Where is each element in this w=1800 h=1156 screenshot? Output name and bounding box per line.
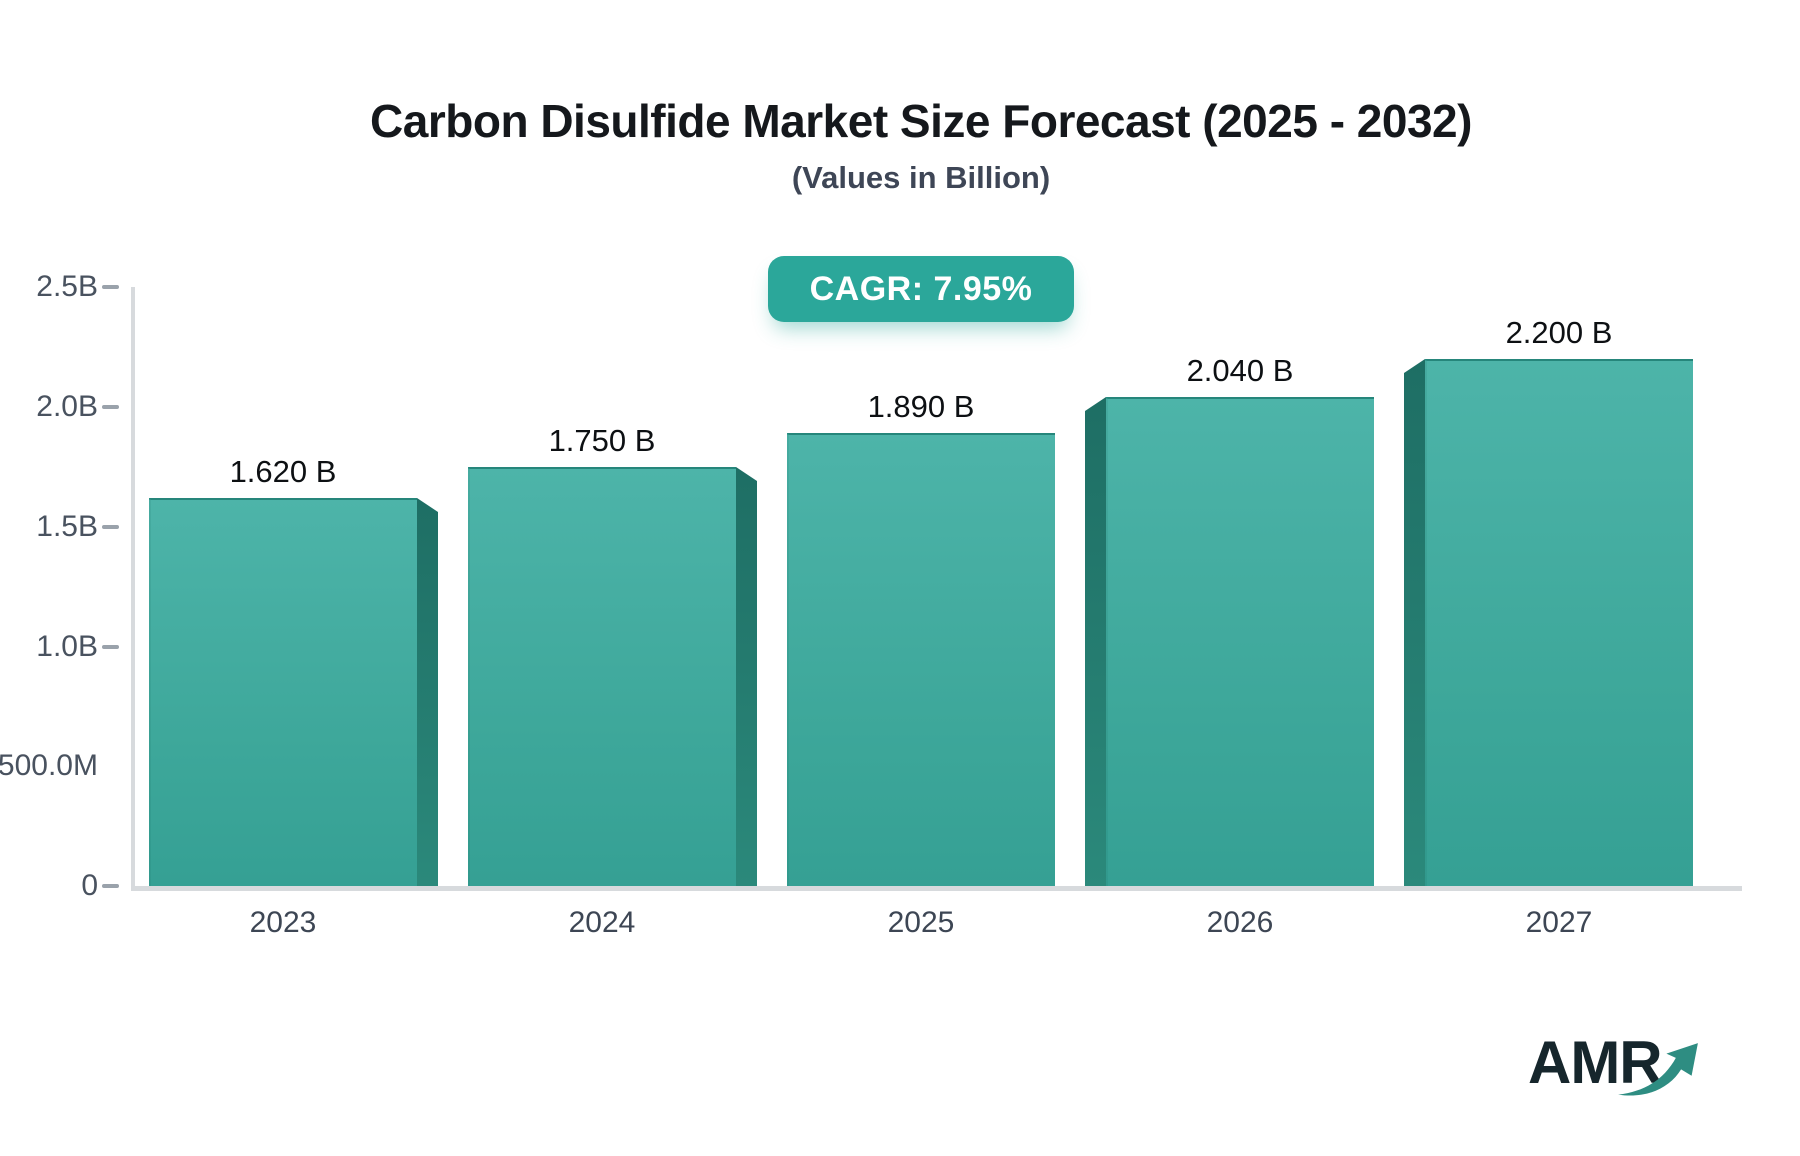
y-axis-line bbox=[131, 287, 135, 891]
y-axis-tick-label: 0 bbox=[81, 869, 98, 902]
growth-arrow-icon bbox=[1616, 1042, 1700, 1100]
bar-bevel-edge bbox=[736, 467, 757, 886]
chart-subtitle: (Values in Billion) bbox=[791, 160, 1051, 195]
bar-bevel-edge bbox=[1085, 397, 1106, 886]
x-axis-label: 2027 bbox=[1525, 906, 1593, 939]
y-axis-tick-label: 1.0B bbox=[36, 629, 98, 663]
y-axis-tick-dash bbox=[102, 405, 119, 409]
bar[interactable] bbox=[1106, 397, 1374, 886]
y-axis-tick-label: 1.5B bbox=[36, 509, 98, 543]
y-axis-tick-label: 500.0M bbox=[0, 749, 98, 783]
x-axis-label: 2026 bbox=[1206, 906, 1274, 939]
y-axis-tick-dash bbox=[102, 884, 119, 888]
bar-value-label: 2.200 B bbox=[1505, 315, 1613, 350]
bar-value-label: 1.750 B bbox=[548, 423, 656, 458]
y-axis-tick-label: 2.5B bbox=[36, 270, 98, 304]
bar-value-label: 1.890 B bbox=[867, 389, 975, 424]
bar-bevel-edge bbox=[417, 498, 438, 886]
bar[interactable] bbox=[149, 498, 417, 886]
y-axis-tick-label: 2.0B bbox=[36, 390, 98, 423]
cagr-badge-row: CAGR: 7.95% bbox=[0, 256, 1800, 322]
brand-logo: AMR bbox=[1528, 1028, 1748, 1112]
x-axis-line bbox=[131, 886, 1742, 891]
x-axis-label: 2023 bbox=[249, 906, 317, 939]
y-axis-tick-dash bbox=[102, 285, 119, 290]
bar[interactable] bbox=[1425, 359, 1693, 886]
chart-title: Carbon Disulfide Market Size Forecast (2… bbox=[370, 95, 1472, 147]
x-axis-label: 2025 bbox=[887, 906, 955, 939]
y-axis-tick-dash bbox=[102, 524, 119, 529]
bar-value-label: 2.040 B bbox=[1186, 353, 1294, 388]
bar-bevel-edge bbox=[1404, 359, 1425, 886]
y-axis-tick-dash bbox=[102, 644, 119, 649]
bar-value-label: 1.620 B bbox=[229, 454, 337, 489]
bar[interactable] bbox=[468, 467, 736, 886]
bar[interactable] bbox=[787, 433, 1055, 886]
x-axis-label: 2024 bbox=[568, 906, 636, 939]
cagr-badge: CAGR: 7.95% bbox=[767, 256, 1075, 322]
brand-logo-text: AMR bbox=[1528, 1029, 1663, 1096]
